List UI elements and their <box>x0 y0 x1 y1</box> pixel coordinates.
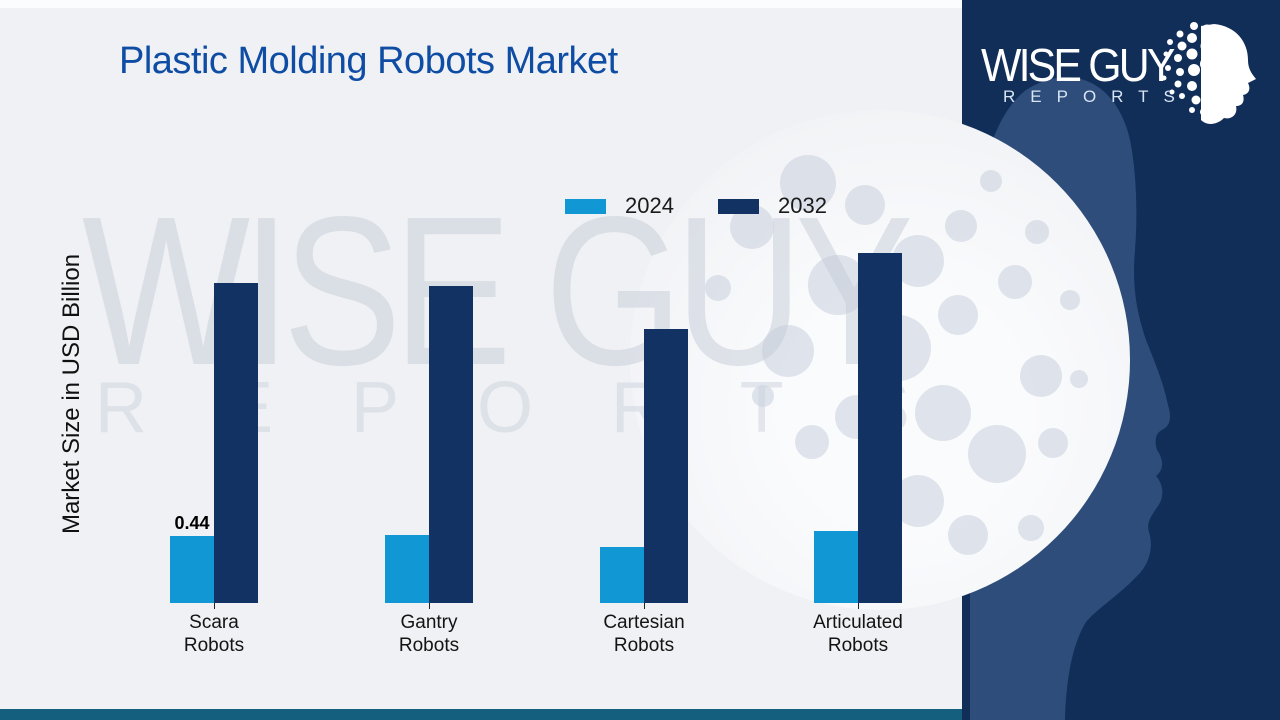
decor-dot <box>1020 355 1062 397</box>
legend-item-2032: 2032 <box>718 192 827 220</box>
bar-2032-cartesian-robots <box>644 329 688 603</box>
decor-dot <box>752 385 774 407</box>
bar-2024-scara-robots <box>170 536 214 603</box>
decor-dot <box>1025 220 1049 244</box>
legend-swatch-2024 <box>565 198 606 214</box>
legend-label-2032: 2032 <box>778 193 827 218</box>
bar-2032-gantry-robots <box>429 286 473 603</box>
category-label: Gantry Robots <box>398 612 460 656</box>
chart-title: Plastic Molding Robots Market <box>119 40 618 82</box>
decor-dot <box>968 425 1026 483</box>
legend-swatch-2032 <box>718 198 759 214</box>
top-highlight-strip <box>0 0 962 8</box>
decor-dot <box>998 265 1032 299</box>
decor-dot <box>1038 428 1068 458</box>
bar-2032-scara-robots <box>214 283 258 603</box>
category-label: Cartesian Robots <box>603 612 685 656</box>
bar-2032-articulated-robots <box>858 253 902 603</box>
decor-dot <box>705 275 731 301</box>
bar-2024-cartesian-robots <box>600 547 644 603</box>
decor-dot <box>1060 290 1080 310</box>
logo-face-icon <box>1161 22 1256 124</box>
legend-item-2024: 2024 <box>565 192 674 220</box>
footer-bar <box>0 709 962 720</box>
bar-value-label: 0.44 <box>174 513 210 533</box>
decor-dot <box>915 385 971 441</box>
category-label: Scara Robots <box>183 612 245 656</box>
category-label: Articulated Robots <box>813 612 903 656</box>
decor-dot <box>1018 515 1044 541</box>
x-axis-tick <box>858 603 859 609</box>
decor-dot <box>780 155 836 211</box>
legend-label-2024: 2024 <box>625 193 674 218</box>
decor-dot <box>948 515 988 555</box>
bar-2024-articulated-robots <box>814 531 858 603</box>
x-axis-tick <box>644 603 645 609</box>
decor-dot <box>1070 370 1088 388</box>
decor-dot <box>945 210 977 242</box>
logo-wiseguy-text: WISE GUY <box>981 39 1175 91</box>
decor-dot <box>795 425 829 459</box>
decor-dot <box>980 170 1002 192</box>
decor-dot <box>762 325 814 377</box>
decor-dot <box>938 295 978 335</box>
x-axis-tick <box>429 603 430 609</box>
x-axis-tick <box>214 603 215 609</box>
logo-reports-text: REPORTS <box>1003 87 1190 106</box>
bar-2024-gantry-robots <box>385 535 429 603</box>
decor-dot <box>845 185 885 225</box>
